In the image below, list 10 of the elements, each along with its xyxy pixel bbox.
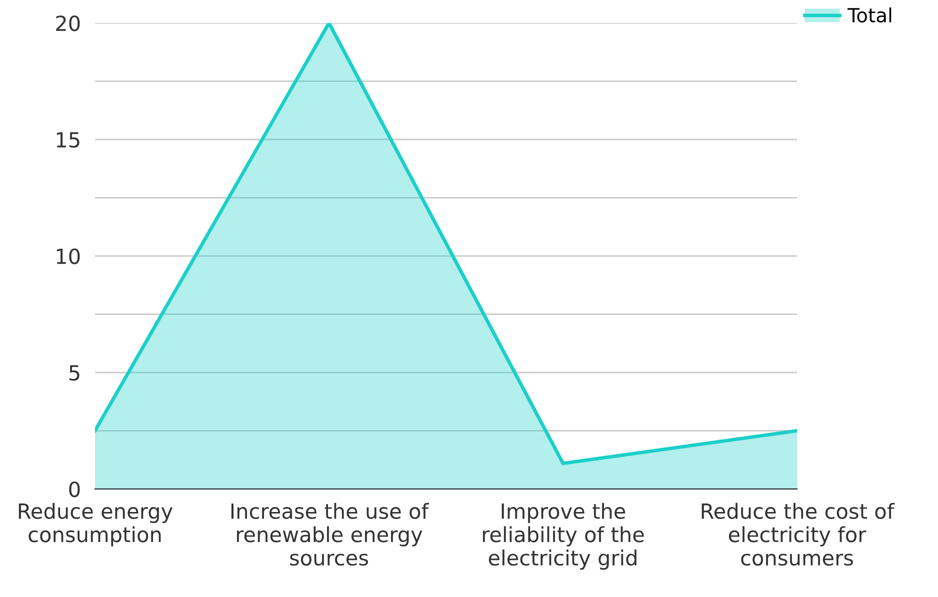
y-tick-label: 5 <box>69 365 80 381</box>
y-tick-label: 20 <box>56 15 80 32</box>
y-tick-label: 15 <box>56 132 80 148</box>
x-tick-label: Reduce energy consumption <box>18 502 173 546</box>
y-tick-label: 0 <box>69 481 80 498</box>
x-tick-label: Increase the use of renewable energy sources <box>231 502 429 566</box>
x-tick-label: Reduce the cost of electricity for consumers <box>702 502 895 566</box>
y-tick-label: 10 <box>56 248 80 264</box>
legend-label: Total <box>848 7 892 23</box>
x-tick-label: Improve the reliability of the electricity grid <box>482 502 644 570</box>
